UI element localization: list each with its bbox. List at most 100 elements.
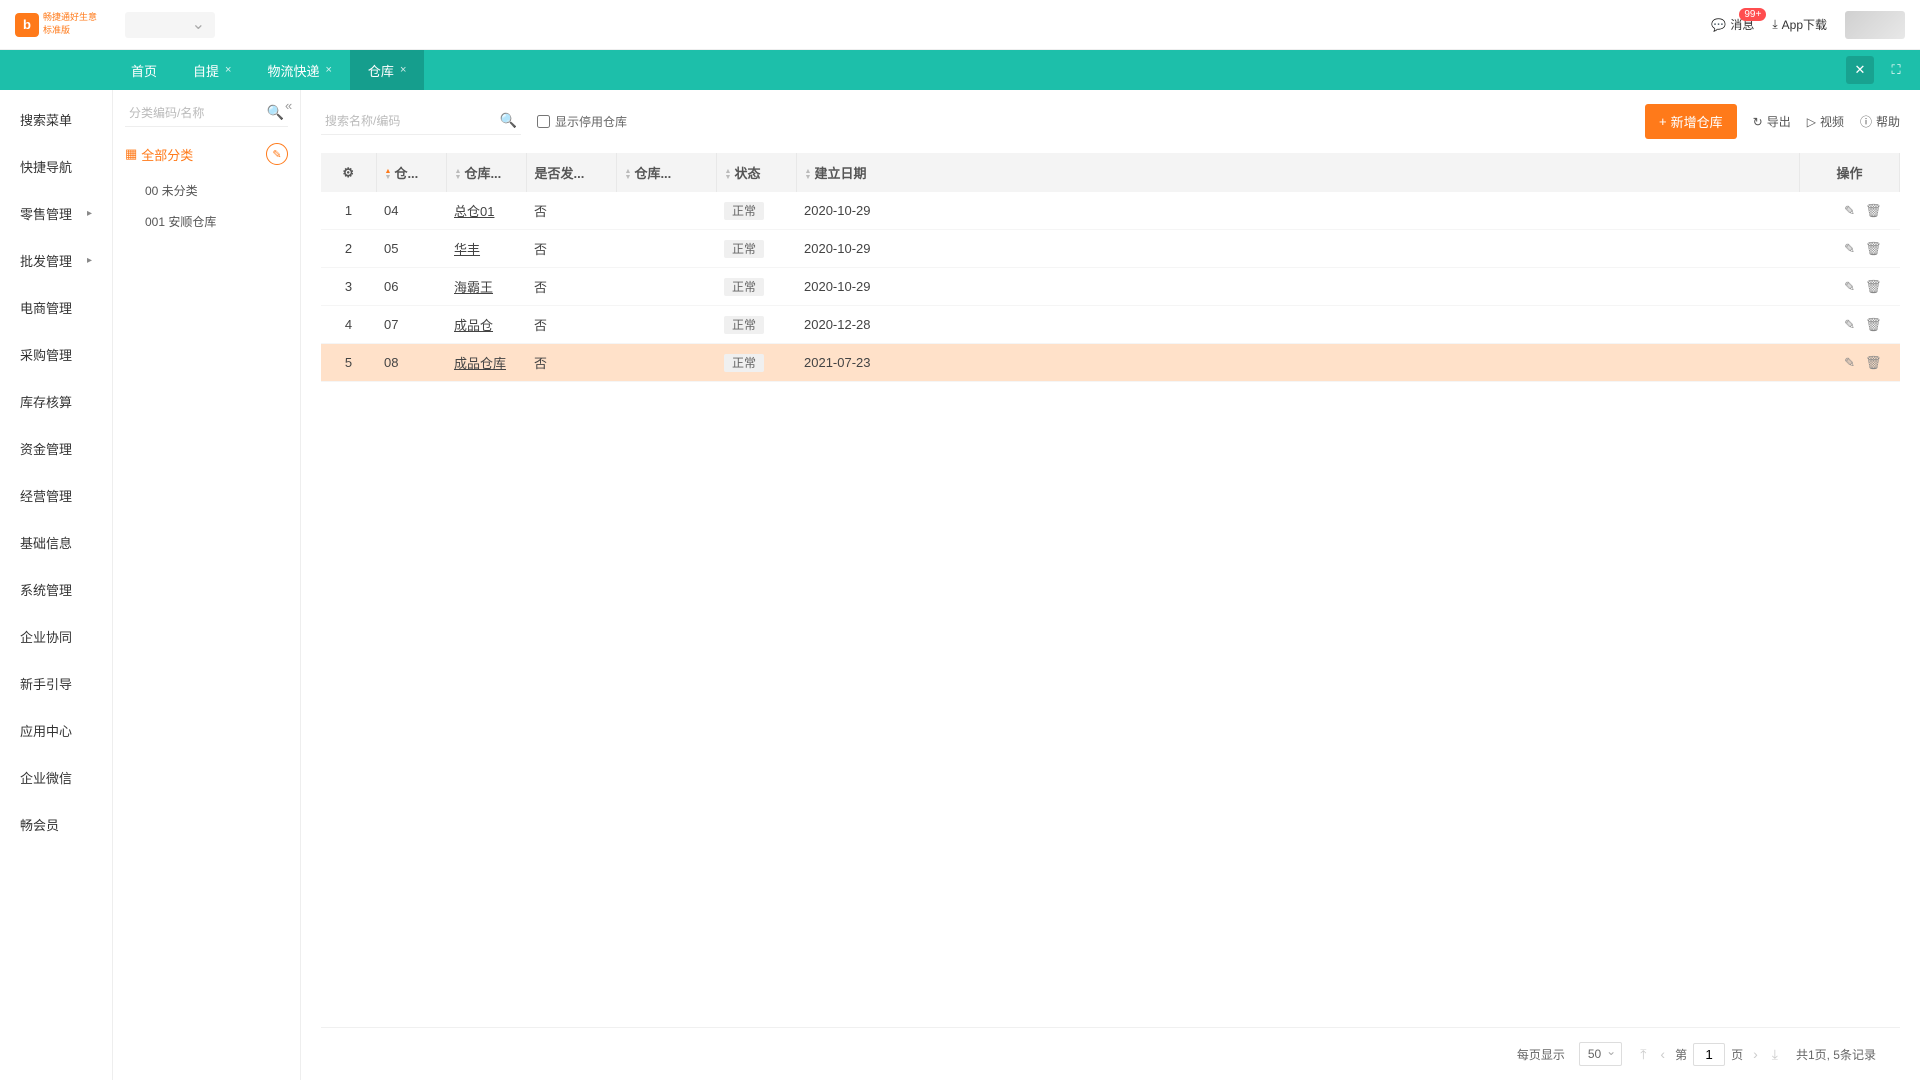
logo[interactable]: b 畅捷通好生意 标准版 <box>15 13 115 37</box>
logo-icon: b <box>15 13 39 37</box>
sidebar-item[interactable]: 畅会员 <box>0 801 112 848</box>
search-icon[interactable]: 🔍 <box>267 104 284 121</box>
sidebar-item[interactable]: 应用中心 <box>0 707 112 754</box>
edit-icon[interactable]: ✎ <box>1844 279 1855 295</box>
sidebar-item[interactable]: 快捷导航 <box>0 143 112 190</box>
sidebar-item[interactable]: 电商管理 <box>0 284 112 331</box>
page-prev-button[interactable]: ‹ <box>1656 1044 1669 1064</box>
warehouse-name-link[interactable]: 成品仓 <box>454 318 493 333</box>
user-avatar[interactable] <box>1845 11 1905 39</box>
help-icon: ⓘ <box>1860 113 1872 130</box>
category-all[interactable]: ▦ 全部分类 <box>125 145 193 164</box>
col-status[interactable]: ▲▼状态 <box>716 153 796 192</box>
category-search-input[interactable] <box>125 100 288 127</box>
warehouse-name-link[interactable]: 海霸王 <box>454 280 493 295</box>
sidebar-item[interactable]: 资金管理 <box>0 425 112 472</box>
col-operation: 操作 <box>1800 153 1900 192</box>
tab-首页[interactable]: 首页 <box>113 50 175 90</box>
col-name[interactable]: ▲▼仓库... <box>446 153 526 192</box>
app-download-button[interactable]: ⤓ App下载 <box>1772 16 1827 33</box>
edit-icon[interactable]: ✎ <box>1844 203 1855 219</box>
table-row[interactable]: 205华丰否正常2020-10-29✎🗑 <box>321 230 1900 268</box>
table-row[interactable]: 306海霸王否正常2020-10-29✎🗑 <box>321 268 1900 306</box>
category-search: 🔍 <box>125 100 288 127</box>
edit-icon[interactable]: ✎ <box>1844 317 1855 333</box>
logo-sub: 标准版 <box>43 23 97 36</box>
gear-icon: ⚙ <box>342 165 354 180</box>
content-area: 🔍 显示停用仓库 + 新增仓库 ↻ 导出 ▷ 视频 <box>301 90 1920 1080</box>
plus-icon: + <box>1659 114 1667 129</box>
chevron-right-icon: ▸ <box>87 255 92 266</box>
table-row[interactable]: 407成品仓否正常2020-12-28✎🗑 <box>321 306 1900 344</box>
page-next-button[interactable]: › <box>1749 1044 1762 1064</box>
category-edit-button[interactable]: ✎ <box>266 143 288 165</box>
page-summary: 共1页, 5条记录 <box>1796 1046 1876 1063</box>
warehouse-name-link[interactable]: 总仓01 <box>454 204 494 219</box>
sidebar-item[interactable]: 企业协同 <box>0 613 112 660</box>
export-button[interactable]: ↻ 导出 <box>1753 113 1791 130</box>
col-code[interactable]: ▲▼仓... <box>376 153 446 192</box>
edit-icon[interactable]: ✎ <box>1844 241 1855 257</box>
warehouse-name-link[interactable]: 华丰 <box>454 242 480 257</box>
tab-仓库[interactable]: 仓库× <box>350 50 424 90</box>
tab-物流快递[interactable]: 物流快递× <box>249 50 349 90</box>
top-header: b 畅捷通好生意 标准版 💬 消息 99+ ⤓ App下载 <box>0 0 1920 50</box>
video-button[interactable]: ▷ 视频 <box>1807 113 1844 130</box>
sidebar-item[interactable]: 企业微信 <box>0 754 112 801</box>
col-created[interactable]: ▲▼建立日期 <box>796 153 1800 192</box>
grid-icon: ▦ <box>125 146 137 162</box>
messages-button[interactable]: 💬 消息 99+ <box>1711 16 1754 33</box>
left-sidebar: 搜索菜单快捷导航零售管理▸批发管理▸电商管理采购管理库存核算资金管理经营管理基础… <box>0 90 113 1080</box>
sidebar-item[interactable]: 采购管理 <box>0 331 112 378</box>
delete-icon[interactable]: 🗑 <box>1865 355 1882 371</box>
sidebar-item[interactable]: 搜索菜单 <box>0 96 112 143</box>
page-last-button[interactable]: ⤓ <box>1768 1044 1782 1065</box>
delete-icon[interactable]: 🗑 <box>1865 279 1882 295</box>
download-icon: ⤓ <box>1772 17 1777 32</box>
search-input[interactable] <box>321 108 521 135</box>
search-icon[interactable]: 🔍 <box>500 112 517 129</box>
col-ship[interactable]: 是否发... <box>526 153 616 192</box>
warehouse-table: ⚙ ▲▼仓... ▲▼仓库... 是否发... ▲▼仓库... ▲▼状态 ▲▼建… <box>321 153 1900 382</box>
warehouse-name-link[interactable]: 成品仓库 <box>454 356 506 371</box>
settings-column-header[interactable]: ⚙ <box>321 153 376 192</box>
tab-close-icon[interactable]: × <box>325 64 331 76</box>
edit-icon[interactable]: ✎ <box>1844 355 1855 371</box>
tab-close-icon[interactable]: × <box>400 64 406 76</box>
collapse-panel-button[interactable]: « <box>285 98 301 114</box>
pagination: 每页显示 50 ⤒ ‹ 第 页 › ⤓ 共1页, 5条记录 <box>321 1027 1900 1080</box>
fullscreen-button[interactable]: ⛶ <box>1882 56 1910 84</box>
sidebar-item[interactable]: 基础信息 <box>0 519 112 566</box>
sidebar-item[interactable]: 库存核算 <box>0 378 112 425</box>
table-row[interactable]: 104总仓01否正常2020-10-29✎🗑 <box>321 192 1900 230</box>
per-page-select[interactable]: 50 <box>1579 1042 1622 1066</box>
status-badge: 正常 <box>724 278 764 296</box>
page-first-button[interactable]: ⤒ <box>1636 1044 1650 1065</box>
add-warehouse-button[interactable]: + 新增仓库 <box>1645 104 1737 139</box>
close-all-tabs-button[interactable]: ✕ <box>1846 56 1874 84</box>
table-row[interactable]: 508成品仓库否正常2021-07-23✎🗑 <box>321 344 1900 382</box>
video-icon: ▷ <box>1807 115 1816 129</box>
sidebar-item[interactable]: 经营管理 <box>0 472 112 519</box>
tab-close-icon[interactable]: × <box>225 64 231 76</box>
tabs-actions: ✕ ⛶ <box>1846 56 1910 84</box>
company-selector[interactable] <box>125 12 215 38</box>
tab-自提[interactable]: 自提× <box>175 50 249 90</box>
show-disabled-input[interactable] <box>537 115 550 128</box>
sidebar-item[interactable]: 批发管理▸ <box>0 237 112 284</box>
status-badge: 正常 <box>724 240 764 258</box>
page-input[interactable] <box>1693 1043 1725 1066</box>
show-disabled-checkbox[interactable]: 显示停用仓库 <box>537 113 627 130</box>
delete-icon[interactable]: 🗑 <box>1865 241 1882 257</box>
delete-icon[interactable]: 🗑 <box>1865 317 1882 333</box>
sidebar-item[interactable]: 零售管理▸ <box>0 190 112 237</box>
export-icon: ↻ <box>1753 115 1763 129</box>
category-item[interactable]: 001 安顺仓库 <box>141 206 300 237</box>
messages-badge: 99+ <box>1739 8 1766 21</box>
category-item[interactable]: 00 未分类 <box>141 175 300 206</box>
sidebar-item[interactable]: 新手引导 <box>0 660 112 707</box>
col-category[interactable]: ▲▼仓库... <box>616 153 716 192</box>
help-button[interactable]: ⓘ 帮助 <box>1860 113 1900 130</box>
delete-icon[interactable]: 🗑 <box>1865 203 1882 219</box>
sidebar-item[interactable]: 系统管理 <box>0 566 112 613</box>
